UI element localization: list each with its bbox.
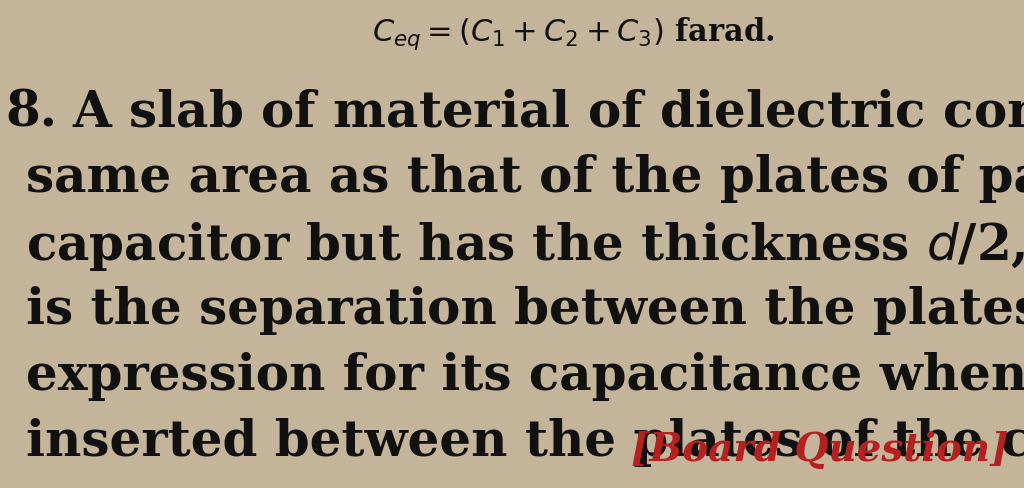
Text: 8.: 8. [5,88,57,137]
Text: inserted between the plates of the capacitor.: inserted between the plates of the capac… [26,417,1024,466]
Text: same area as that of the plates of parallel plate: same area as that of the plates of paral… [26,154,1024,203]
Text: capacitor but has the thickness $d$/2, where $d$: capacitor but has the thickness $d$/2, w… [26,220,1024,272]
Text: is the separation between the plates. Derive: is the separation between the plates. De… [26,285,1024,334]
Text: $C_{eq} = (C_1 + C_2 + C_3)$ farad.: $C_{eq} = (C_1 + C_2 + C_3)$ farad. [372,15,775,51]
Text: [Board Question]: [Board Question] [631,430,1009,468]
Text: expression for its capacitance when the slab is: expression for its capacitance when the … [26,351,1024,400]
Text: A slab of material of dielectric constant $k$ has: A slab of material of dielectric constan… [72,88,1024,137]
